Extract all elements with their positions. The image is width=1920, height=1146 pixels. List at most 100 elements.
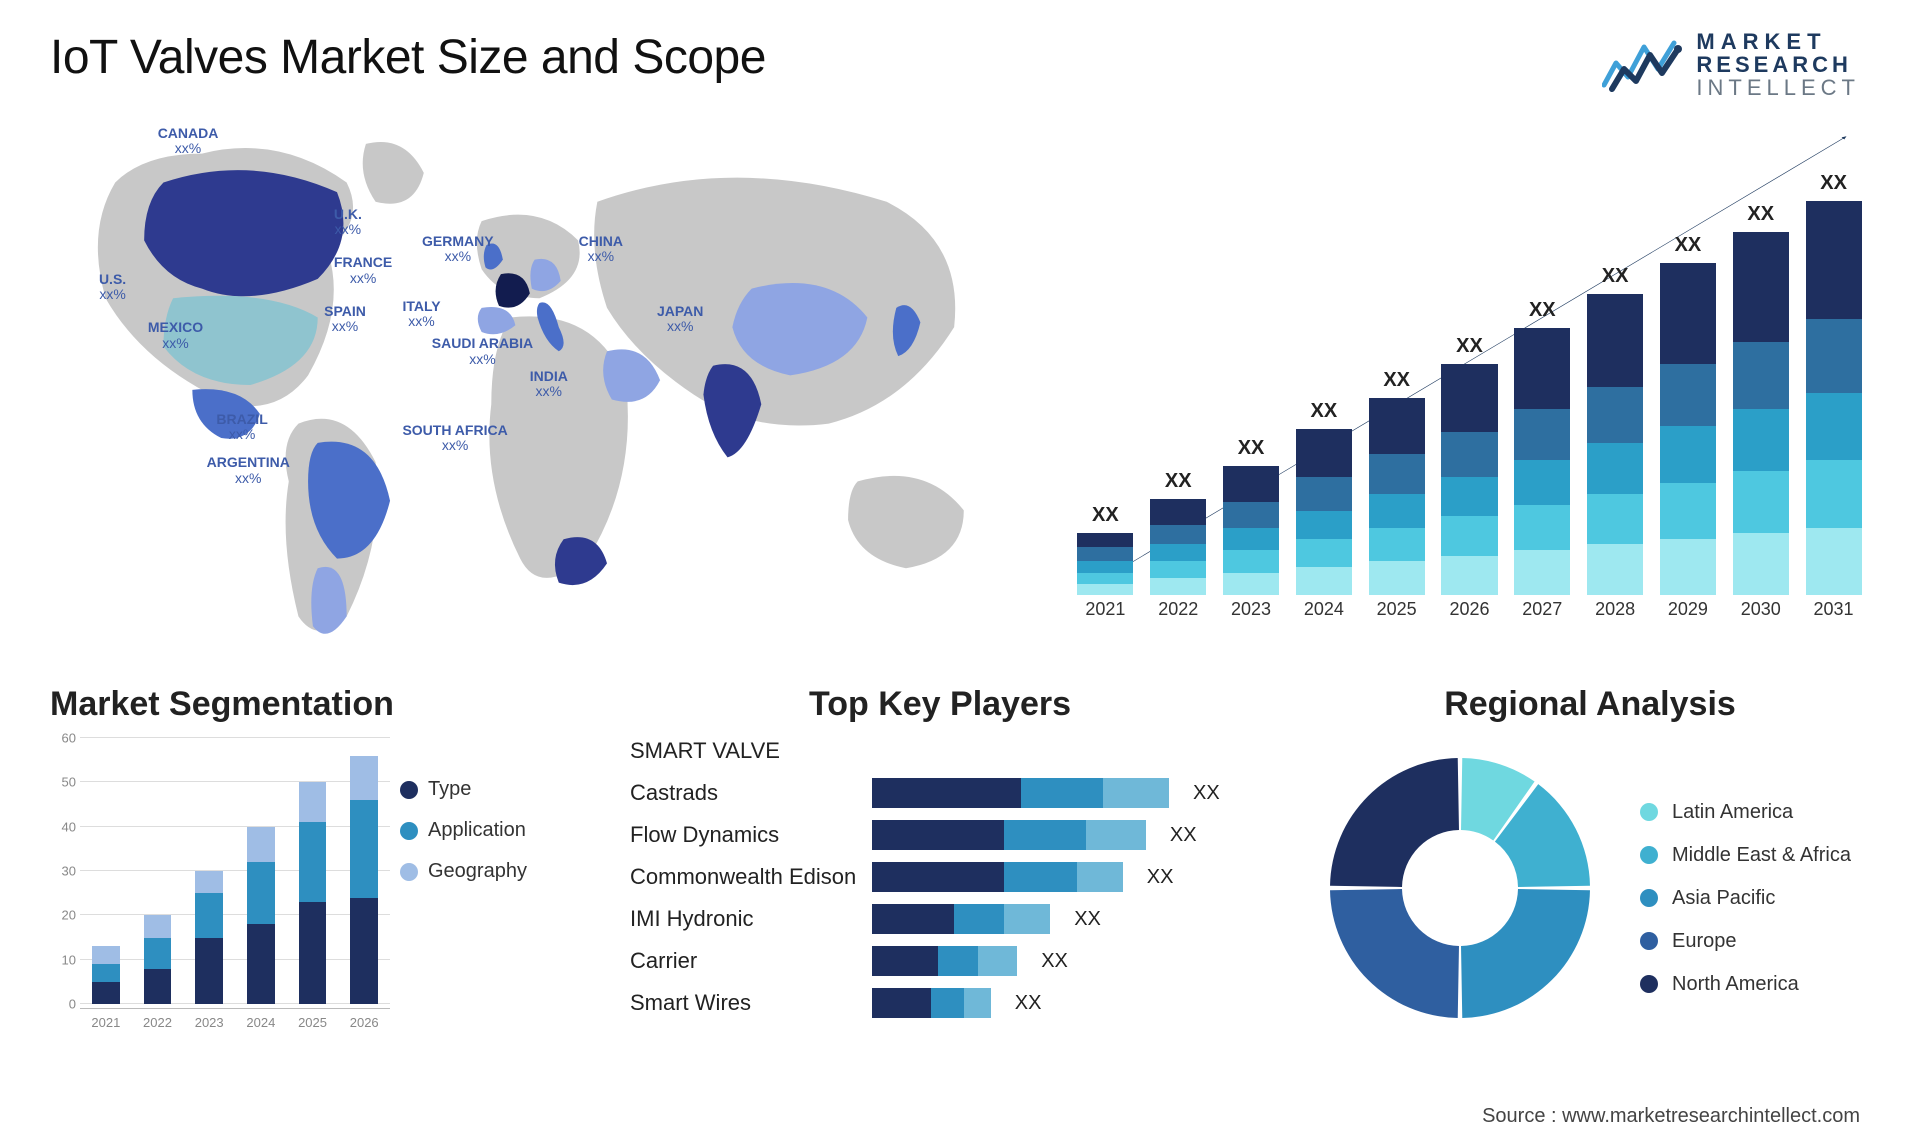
player-segment <box>872 820 1004 850</box>
bigbar-segment <box>1223 466 1279 503</box>
bigbar-segment <box>1369 454 1425 493</box>
player-bar <box>872 778 1169 808</box>
seg-segment <box>144 915 172 937</box>
seg-segment <box>350 800 378 898</box>
player-name: Smart Wires <box>630 990 860 1016</box>
key-players-panel: Top Key Players SMART VALVE CastradsXXFl… <box>630 685 1250 1065</box>
bigbar-segment <box>1369 494 1425 528</box>
legend-swatch-icon <box>1640 846 1658 864</box>
player-segment <box>954 904 1003 934</box>
seg-legend-item: Type <box>400 778 570 801</box>
logo-text-2: RESEARCH <box>1696 53 1860 76</box>
seg-xlabel: 2026 <box>338 1009 390 1038</box>
player-bar <box>872 946 1017 976</box>
seg-segment <box>144 969 172 1004</box>
bigbar-segment <box>1150 499 1206 524</box>
bigbar-segment <box>1806 319 1862 392</box>
map-label-france: FRANCExx% <box>334 255 392 286</box>
bigbar-xlabel: 2022 <box>1142 599 1215 625</box>
seg-column <box>92 738 120 1004</box>
seg-segment <box>247 924 275 1004</box>
map-label-germany: GERMANYxx% <box>422 234 494 265</box>
bigbar-segment <box>1733 232 1789 342</box>
player-bar <box>872 820 1146 850</box>
map-label-south-africa: SOUTH AFRICAxx% <box>402 423 507 454</box>
bigbar-segment <box>1441 556 1497 595</box>
player-row: Commonwealth EdisonXX <box>630 856 1250 898</box>
player-segment <box>1086 820 1145 850</box>
player-bar <box>872 904 1050 934</box>
map-label-brazil: BRAZILxx% <box>216 412 267 443</box>
map-label-italy: ITALYxx% <box>402 299 440 330</box>
seg-segment <box>92 982 120 1004</box>
player-bar <box>872 988 991 1018</box>
seg-ytick: 30 <box>62 864 76 879</box>
bigbar-segment <box>1733 409 1789 471</box>
bigbar-segment <box>1441 516 1497 555</box>
map-label-japan: JAPANxx% <box>657 304 703 335</box>
bigbar-column: XX <box>1296 145 1352 595</box>
bigbar-segment <box>1587 294 1643 387</box>
player-value: XX <box>1074 908 1101 931</box>
player-segment <box>872 778 1021 808</box>
player-value: XX <box>1170 824 1197 847</box>
bigbar-value-label: XX <box>1514 299 1570 328</box>
bigbar-segment <box>1150 525 1206 545</box>
players-title: Top Key Players <box>630 685 1250 724</box>
player-row: CarrierXX <box>630 940 1250 982</box>
seg-legend-item: Geography <box>400 860 570 883</box>
bigbar-column: XX <box>1150 145 1206 595</box>
seg-ytick: 40 <box>62 819 76 834</box>
region-legend-item: Latin America <box>1640 801 1851 824</box>
players-header: SMART VALVE <box>630 738 1250 764</box>
region-legend-item: Asia Pacific <box>1640 887 1851 910</box>
bigbar-value-label: XX <box>1733 203 1789 232</box>
bigbar-value-label: XX <box>1587 265 1643 294</box>
seg-column <box>247 738 275 1004</box>
player-segment <box>938 946 978 976</box>
player-bar <box>872 862 1123 892</box>
seg-column <box>299 738 327 1004</box>
bigbar-segment <box>1077 561 1133 572</box>
bigbar-column: XX <box>1514 145 1570 595</box>
bigbar-value-label: XX <box>1077 504 1133 533</box>
seg-xlabel: 2024 <box>235 1009 287 1038</box>
bigbar-segment <box>1077 547 1133 561</box>
regions-title: Regional Analysis <box>1310 685 1870 724</box>
player-value: XX <box>1015 992 1042 1015</box>
player-row: Smart Wires XX <box>630 982 1250 1024</box>
legend-label: Europe <box>1672 930 1737 953</box>
bigbar-segment <box>1660 263 1716 364</box>
bigbar-segment <box>1296 567 1352 595</box>
regional-analysis-panel: Regional Analysis Latin America Middle Ea… <box>1310 685 1870 1065</box>
seg-segment <box>350 898 378 1004</box>
bigbar-column: XX <box>1441 145 1497 595</box>
bigbar-segment <box>1587 494 1643 545</box>
player-segment <box>1077 862 1123 892</box>
seg-segment <box>144 938 172 969</box>
legend-label: Middle East & Africa <box>1672 844 1851 867</box>
legend-label: North America <box>1672 973 1799 996</box>
bigbar-segment <box>1660 364 1716 426</box>
player-row: IMI Hydronic XX <box>630 898 1250 940</box>
bigbar-column: XX <box>1806 145 1862 595</box>
seg-ytick: 0 <box>69 997 76 1012</box>
player-name: IMI Hydronic <box>630 906 860 932</box>
bigbar-segment <box>1441 432 1497 477</box>
logo-mark-icon <box>1602 35 1682 95</box>
bigbar-segment <box>1514 505 1570 550</box>
bigbar-xlabel: 2028 <box>1579 599 1652 625</box>
map-label-argentina: ARGENTINAxx% <box>207 455 290 486</box>
seg-ytick: 20 <box>62 908 76 923</box>
bigbar-column: XX <box>1077 145 1133 595</box>
player-name: Flow Dynamics <box>630 822 860 848</box>
seg-segment <box>195 938 223 1005</box>
player-segment <box>1021 778 1104 808</box>
main-bar-chart: XXXXXXXXXXXXXXXXXXXXXX 20212022202320242… <box>1069 115 1870 655</box>
bigbar-segment <box>1514 550 1570 595</box>
player-value: XX <box>1147 866 1174 889</box>
seg-ytick: 50 <box>62 775 76 790</box>
bigbar-segment <box>1733 342 1789 410</box>
seg-xlabel: 2022 <box>132 1009 184 1038</box>
player-segment <box>964 988 990 1018</box>
